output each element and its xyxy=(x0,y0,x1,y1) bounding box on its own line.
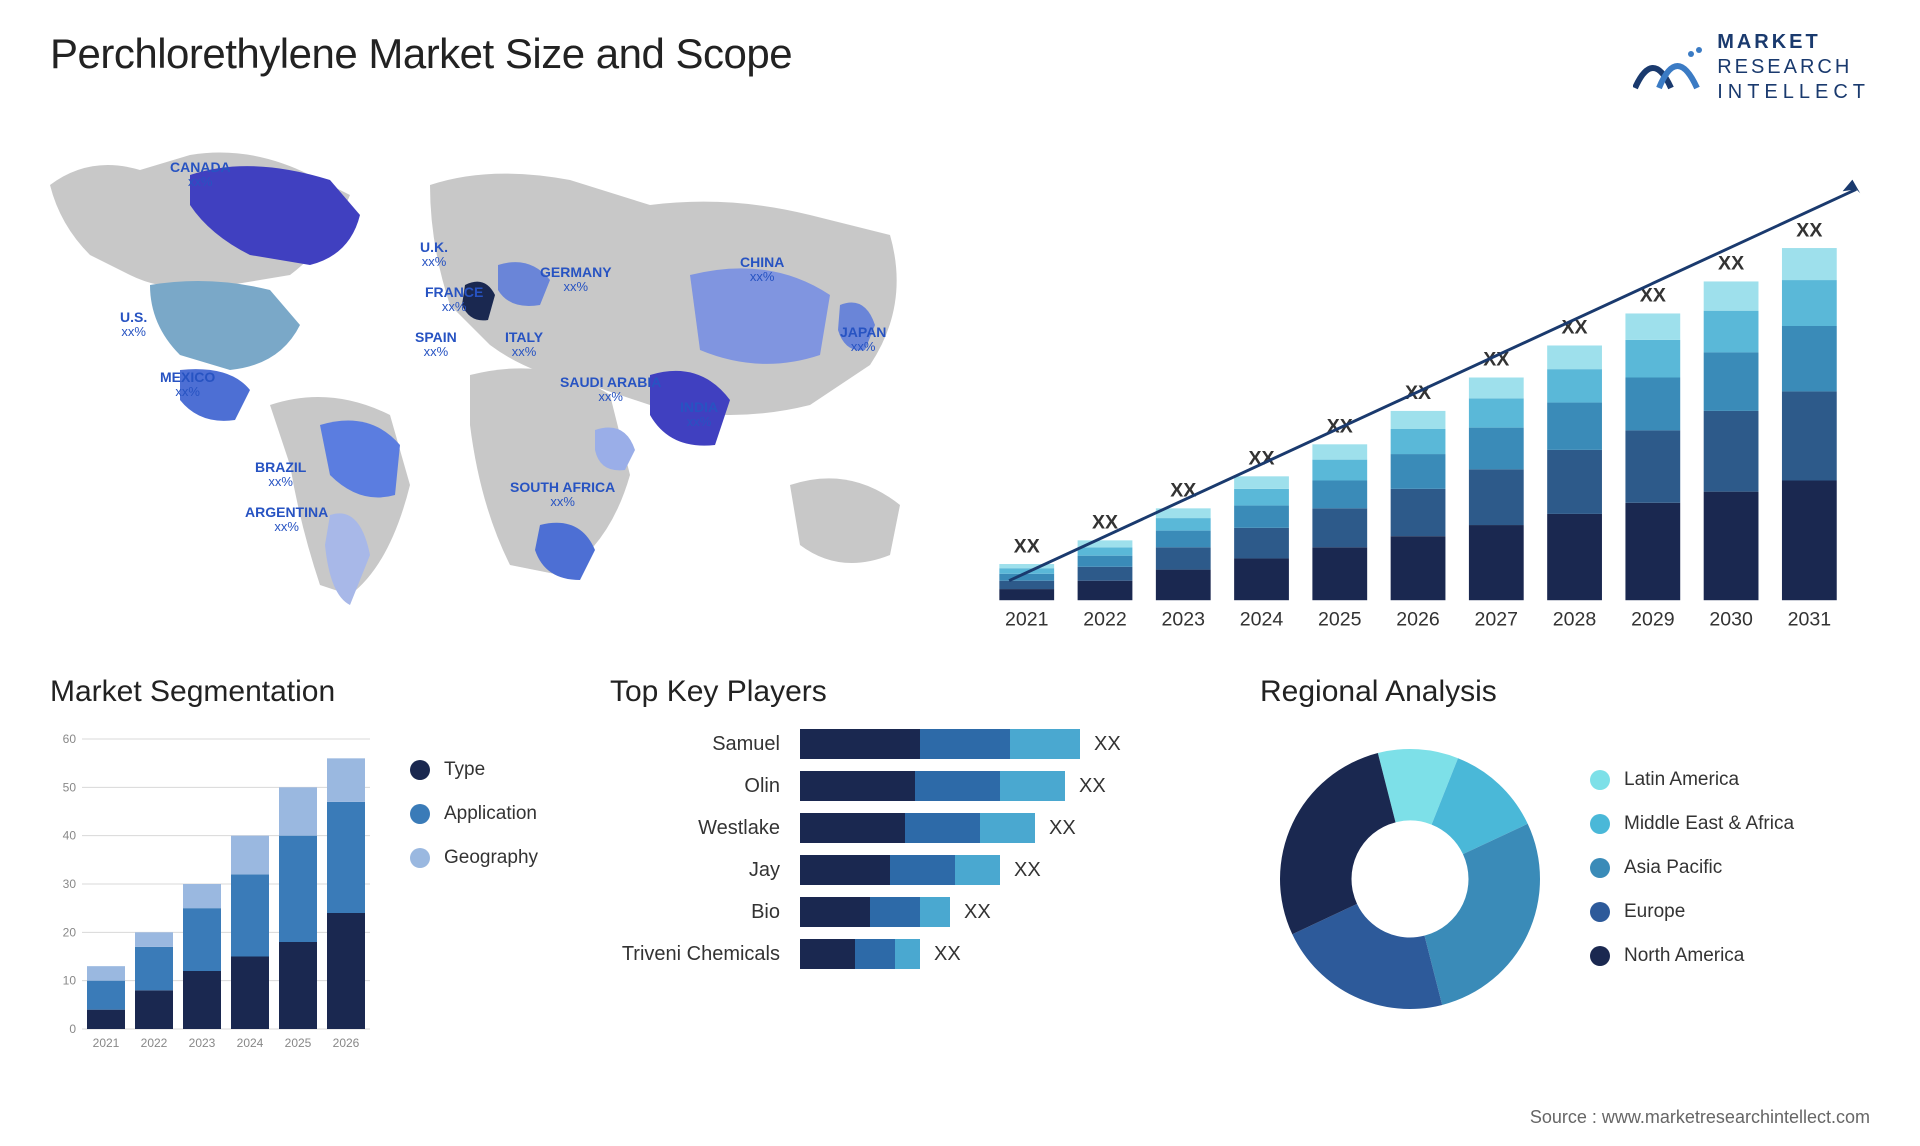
source-attribution: Source : www.marketresearchintellect.com xyxy=(1530,1107,1870,1128)
players-chart: SamuelXXOlinXXWestlakeXXJayXXBioXXTriven… xyxy=(610,729,1230,969)
player-bar xyxy=(800,897,950,927)
player-name: Bio xyxy=(610,901,800,924)
map-label-mexico: MEXICOxx% xyxy=(160,370,215,400)
player-value: XX xyxy=(1094,733,1121,756)
player-row-westlake: Westlake XX xyxy=(610,813,1230,843)
segmentation-legend: Type Application Geography xyxy=(410,729,538,1059)
svg-text:XX: XX xyxy=(1092,512,1118,534)
logo-line3: INTELLECT xyxy=(1717,80,1870,105)
player-bar xyxy=(800,855,1000,885)
map-label-argentina: ARGENTINAxx% xyxy=(245,505,328,535)
player-name: Triveni Chemicals xyxy=(610,943,800,966)
segmentation-title: Market Segmentation xyxy=(50,675,580,709)
region-legend-asia-pacific: Asia Pacific xyxy=(1590,857,1870,879)
svg-text:2023: 2023 xyxy=(1162,609,1206,631)
svg-text:20: 20 xyxy=(63,925,77,939)
regional-legend: Latin America Middle East & Africa Asia Pa… xyxy=(1590,769,1870,989)
svg-text:2022: 2022 xyxy=(141,1036,168,1050)
players-panel: Top Key Players Samuel XX Olin XX Westlake XX… xyxy=(610,675,1230,1085)
player-name: Westlake xyxy=(610,817,800,840)
svg-text:XX: XX xyxy=(1170,480,1196,502)
svg-text:XX: XX xyxy=(1718,253,1744,275)
svg-text:10: 10 xyxy=(63,974,77,988)
svg-text:30: 30 xyxy=(63,877,77,891)
svg-text:2031: 2031 xyxy=(1788,609,1831,631)
player-value: XX xyxy=(1079,775,1106,798)
svg-text:2025: 2025 xyxy=(1318,609,1362,631)
brand-logo: MARKET RESEARCH INTELLECT xyxy=(1633,30,1870,105)
map-label-south-africa: SOUTH AFRICAxx% xyxy=(510,480,615,510)
svg-text:2026: 2026 xyxy=(333,1036,360,1050)
logo-icon xyxy=(1633,40,1705,96)
region-legend-latin-america: Latin America xyxy=(1590,769,1870,791)
player-row-jay: Jay XX xyxy=(610,855,1230,885)
world-map-panel: CANADAxx% U.S.xx% MEXICOxx% BRAZILxx% ARGENT… xyxy=(50,125,930,645)
seg-legend-application: Application xyxy=(410,803,538,825)
map-label-japan: JAPANxx% xyxy=(840,325,886,355)
region-legend-north-america: North America xyxy=(1590,945,1870,967)
map-label-u-s-: U.S.xx% xyxy=(120,310,147,340)
player-name: Samuel xyxy=(610,733,800,756)
player-bar xyxy=(800,813,1035,843)
player-bar xyxy=(800,771,1065,801)
trend-chart-panel: XX2021XX2022XX2023XX2024XX2025XX2026XX20… xyxy=(970,125,1870,645)
map-label-spain: SPAINxx% xyxy=(415,330,457,360)
svg-text:2021: 2021 xyxy=(93,1036,120,1050)
svg-text:2026: 2026 xyxy=(1396,609,1440,631)
segmentation-chart: 0 10 20 30 40 50 60 2021 2022 2023 2024 2025 2026 xyxy=(50,729,380,1059)
player-value: XX xyxy=(1049,817,1076,840)
svg-text:2027: 2027 xyxy=(1475,609,1518,631)
player-bar xyxy=(800,729,1080,759)
svg-text:2030: 2030 xyxy=(1709,609,1753,631)
players-title: Top Key Players xyxy=(610,675,1230,709)
svg-text:60: 60 xyxy=(63,732,77,746)
player-name: Jay xyxy=(610,859,800,882)
map-label-india: INDIAxx% xyxy=(680,400,718,430)
svg-text:2024: 2024 xyxy=(1240,609,1284,631)
map-label-italy: ITALYxx% xyxy=(505,330,543,360)
svg-text:XX: XX xyxy=(1014,535,1040,557)
svg-text:50: 50 xyxy=(63,780,77,794)
page-title: Perchlorethylene Market Size and Scope xyxy=(50,30,792,78)
svg-text:2025: 2025 xyxy=(285,1036,312,1050)
svg-text:2029: 2029 xyxy=(1631,609,1674,631)
logo-line2: RESEARCH xyxy=(1717,55,1870,80)
player-row-triveni-chemicals: Triveni Chemicals XX xyxy=(610,939,1230,969)
player-row-olin: Olin XX xyxy=(610,771,1230,801)
regional-donut xyxy=(1260,729,1560,1029)
map-label-canada: CANADAxx% xyxy=(170,160,231,190)
svg-text:40: 40 xyxy=(63,829,77,843)
region-legend-europe: Europe xyxy=(1590,901,1870,923)
player-value: XX xyxy=(934,943,961,966)
regional-title: Regional Analysis xyxy=(1260,675,1870,709)
svg-text:XX: XX xyxy=(1796,219,1822,241)
map-label-u-k-: U.K.xx% xyxy=(420,240,448,270)
player-bar xyxy=(800,939,920,969)
map-label-china: CHINAxx% xyxy=(740,255,784,285)
regional-panel: Regional Analysis Latin America Middle Ea… xyxy=(1260,675,1870,1085)
seg-legend-geography: Geography xyxy=(410,847,538,869)
player-row-bio: Bio XX xyxy=(610,897,1230,927)
svg-text:0: 0 xyxy=(69,1022,76,1036)
map-label-france: FRANCExx% xyxy=(425,285,483,315)
seg-legend-type: Type xyxy=(410,759,538,781)
segmentation-panel: Market Segmentation 0 10 20 30 40 50 60 2021 202… xyxy=(50,675,580,1085)
player-row-samuel: Samuel XX xyxy=(610,729,1230,759)
map-label-brazil: BRAZILxx% xyxy=(255,460,306,490)
svg-text:2021: 2021 xyxy=(1005,609,1048,631)
region-legend-middle-east-africa: Middle East & Africa xyxy=(1590,813,1870,835)
map-label-saudi-arabia: SAUDI ARABIAxx% xyxy=(560,375,661,405)
player-value: XX xyxy=(964,901,991,924)
svg-text:2022: 2022 xyxy=(1083,609,1126,631)
player-name: Olin xyxy=(610,775,800,798)
trend-chart: XX2021XX2022XX2023XX2024XX2025XX2026XX20… xyxy=(970,125,1870,645)
svg-text:2024: 2024 xyxy=(237,1036,264,1050)
svg-text:2028: 2028 xyxy=(1553,609,1597,631)
logo-line1: MARKET xyxy=(1717,30,1870,55)
svg-text:2023: 2023 xyxy=(189,1036,216,1050)
map-label-germany: GERMANYxx% xyxy=(540,265,612,295)
player-value: XX xyxy=(1014,859,1041,882)
